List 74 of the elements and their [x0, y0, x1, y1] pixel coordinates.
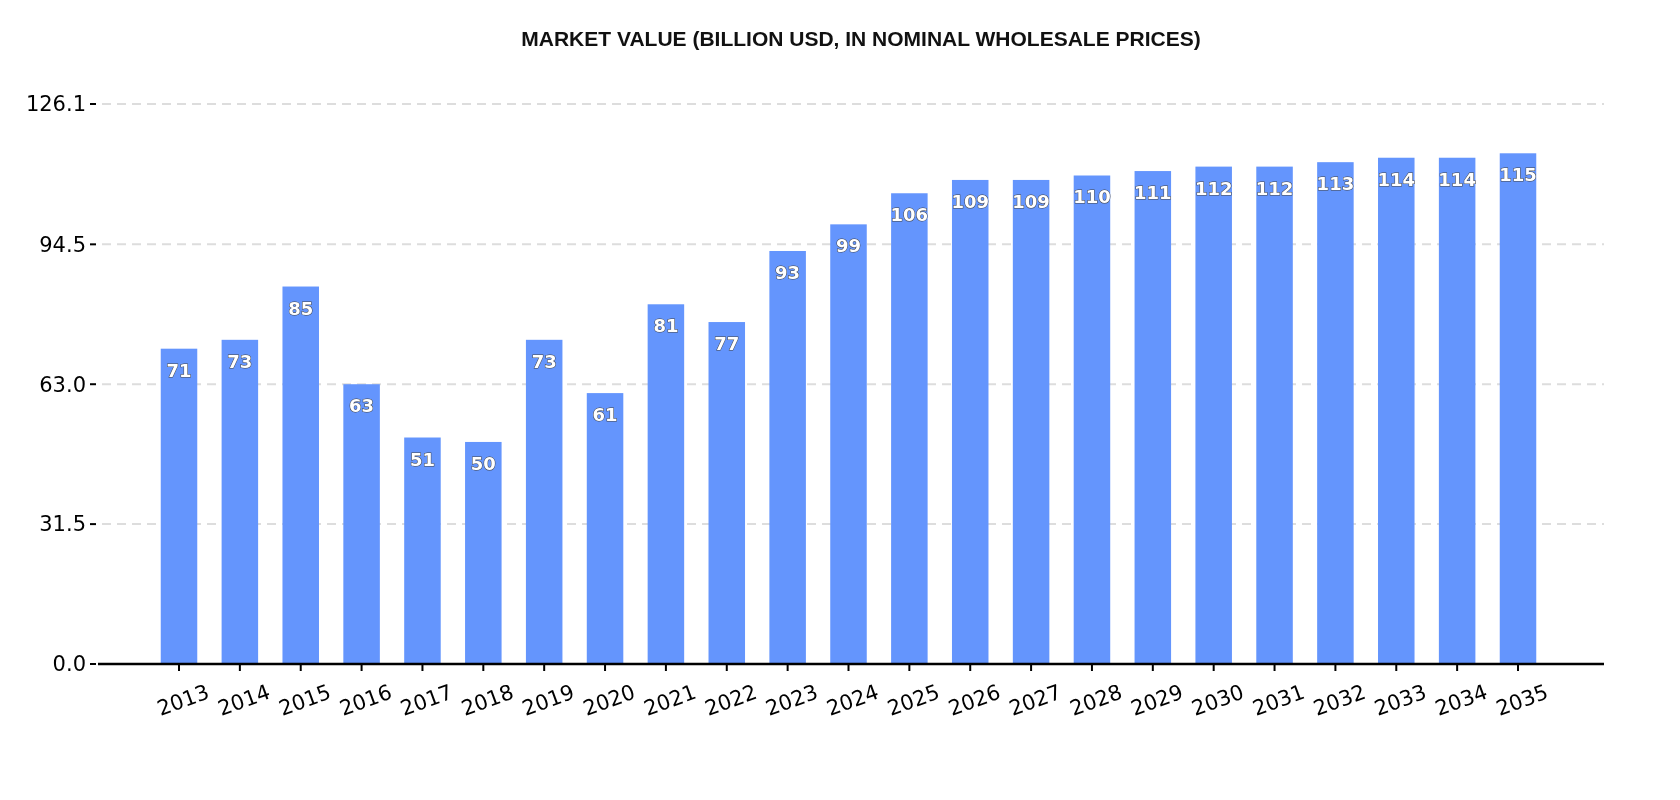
- bar: [465, 441, 502, 664]
- data-label: 112: [1255, 177, 1294, 199]
- y-tick-label: 94.5: [39, 232, 86, 257]
- data-label: 71: [166, 359, 192, 381]
- data-label: 109: [951, 190, 990, 212]
- bar: [769, 250, 806, 664]
- x-tick-label: 2019: [519, 679, 578, 721]
- x-tick-label: 2026: [945, 679, 1004, 721]
- bar: [404, 437, 441, 664]
- x-tick-label: 2018: [458, 679, 517, 721]
- data-label: 99: [835, 235, 862, 257]
- bar: [1012, 179, 1050, 664]
- bar: [1438, 157, 1476, 664]
- x-tick-label: 2034: [1432, 679, 1491, 721]
- bar: [525, 339, 563, 664]
- chart-title: MARKET VALUE (BILLION USD, IN NOMINAL WHOLESALE PRICES): [521, 27, 1201, 50]
- bar: [647, 304, 685, 664]
- x-tick-label: 2020: [579, 679, 639, 721]
- x-tick-label: 2013: [153, 679, 213, 721]
- y-tick-label: 31.5: [39, 512, 86, 537]
- x-tick-label: 2022: [701, 679, 761, 721]
- y-tick-label: 126.1: [25, 92, 86, 117]
- data-label: 51: [409, 448, 435, 470]
- x-tick-label: 2024: [823, 679, 882, 721]
- bar: [1499, 153, 1537, 664]
- x-tick-label: 2032: [1310, 679, 1369, 721]
- bar: [221, 339, 259, 664]
- x-tick-label: 2021: [640, 679, 700, 721]
- y-tick-label: 0.0: [52, 652, 86, 677]
- bar: [1378, 157, 1415, 664]
- data-label: 85: [288, 297, 314, 319]
- bar: [1134, 171, 1172, 664]
- data-label: 73: [227, 350, 253, 372]
- bar: [891, 193, 928, 664]
- x-tick-label: 2028: [1066, 679, 1126, 721]
- x-tick-label: 2015: [275, 679, 335, 721]
- bar: [1256, 166, 1293, 664]
- x-tick-label: 2016: [336, 679, 395, 721]
- data-label: 113: [1316, 173, 1355, 195]
- data-label: 109: [1012, 190, 1050, 212]
- bar: [951, 179, 989, 664]
- data-label: 77: [714, 333, 740, 355]
- bar: [830, 224, 867, 664]
- data-label: 112: [1194, 177, 1233, 199]
- data-label: 114: [1377, 168, 1416, 190]
- data-label: 106: [890, 204, 929, 226]
- data-label: 50: [470, 452, 496, 474]
- bar: [1317, 162, 1354, 664]
- data-label: 111: [1134, 182, 1172, 204]
- x-tick-label: 2025: [884, 679, 943, 721]
- bar: [160, 348, 198, 664]
- data-label: 115: [1499, 164, 1537, 186]
- data-label: 81: [653, 315, 679, 337]
- bar: [282, 286, 319, 664]
- data-label: 73: [531, 350, 557, 372]
- x-tick-label: 2014: [214, 679, 274, 721]
- x-tick-label: 2031: [1249, 679, 1308, 721]
- data-label: 61: [592, 404, 618, 426]
- x-tick-label: 2017: [397, 679, 456, 721]
- x-tick-label: 2033: [1371, 679, 1430, 721]
- x-tick-label: 2029: [1127, 679, 1187, 721]
- x-tick-label: 2035: [1492, 679, 1552, 721]
- x-tick-label: 2027: [1005, 679, 1065, 721]
- data-label: 93: [775, 261, 801, 283]
- bar: [1073, 175, 1111, 664]
- y-tick-label: 63.0: [39, 372, 86, 397]
- bar: [1195, 166, 1232, 664]
- bar: [343, 384, 380, 664]
- x-tick-label: 2023: [762, 679, 821, 721]
- data-label: 110: [1073, 186, 1111, 208]
- bar: [586, 393, 624, 664]
- bar: [708, 322, 746, 664]
- x-tick-label: 2030: [1188, 679, 1248, 721]
- data-label: 63: [349, 395, 375, 417]
